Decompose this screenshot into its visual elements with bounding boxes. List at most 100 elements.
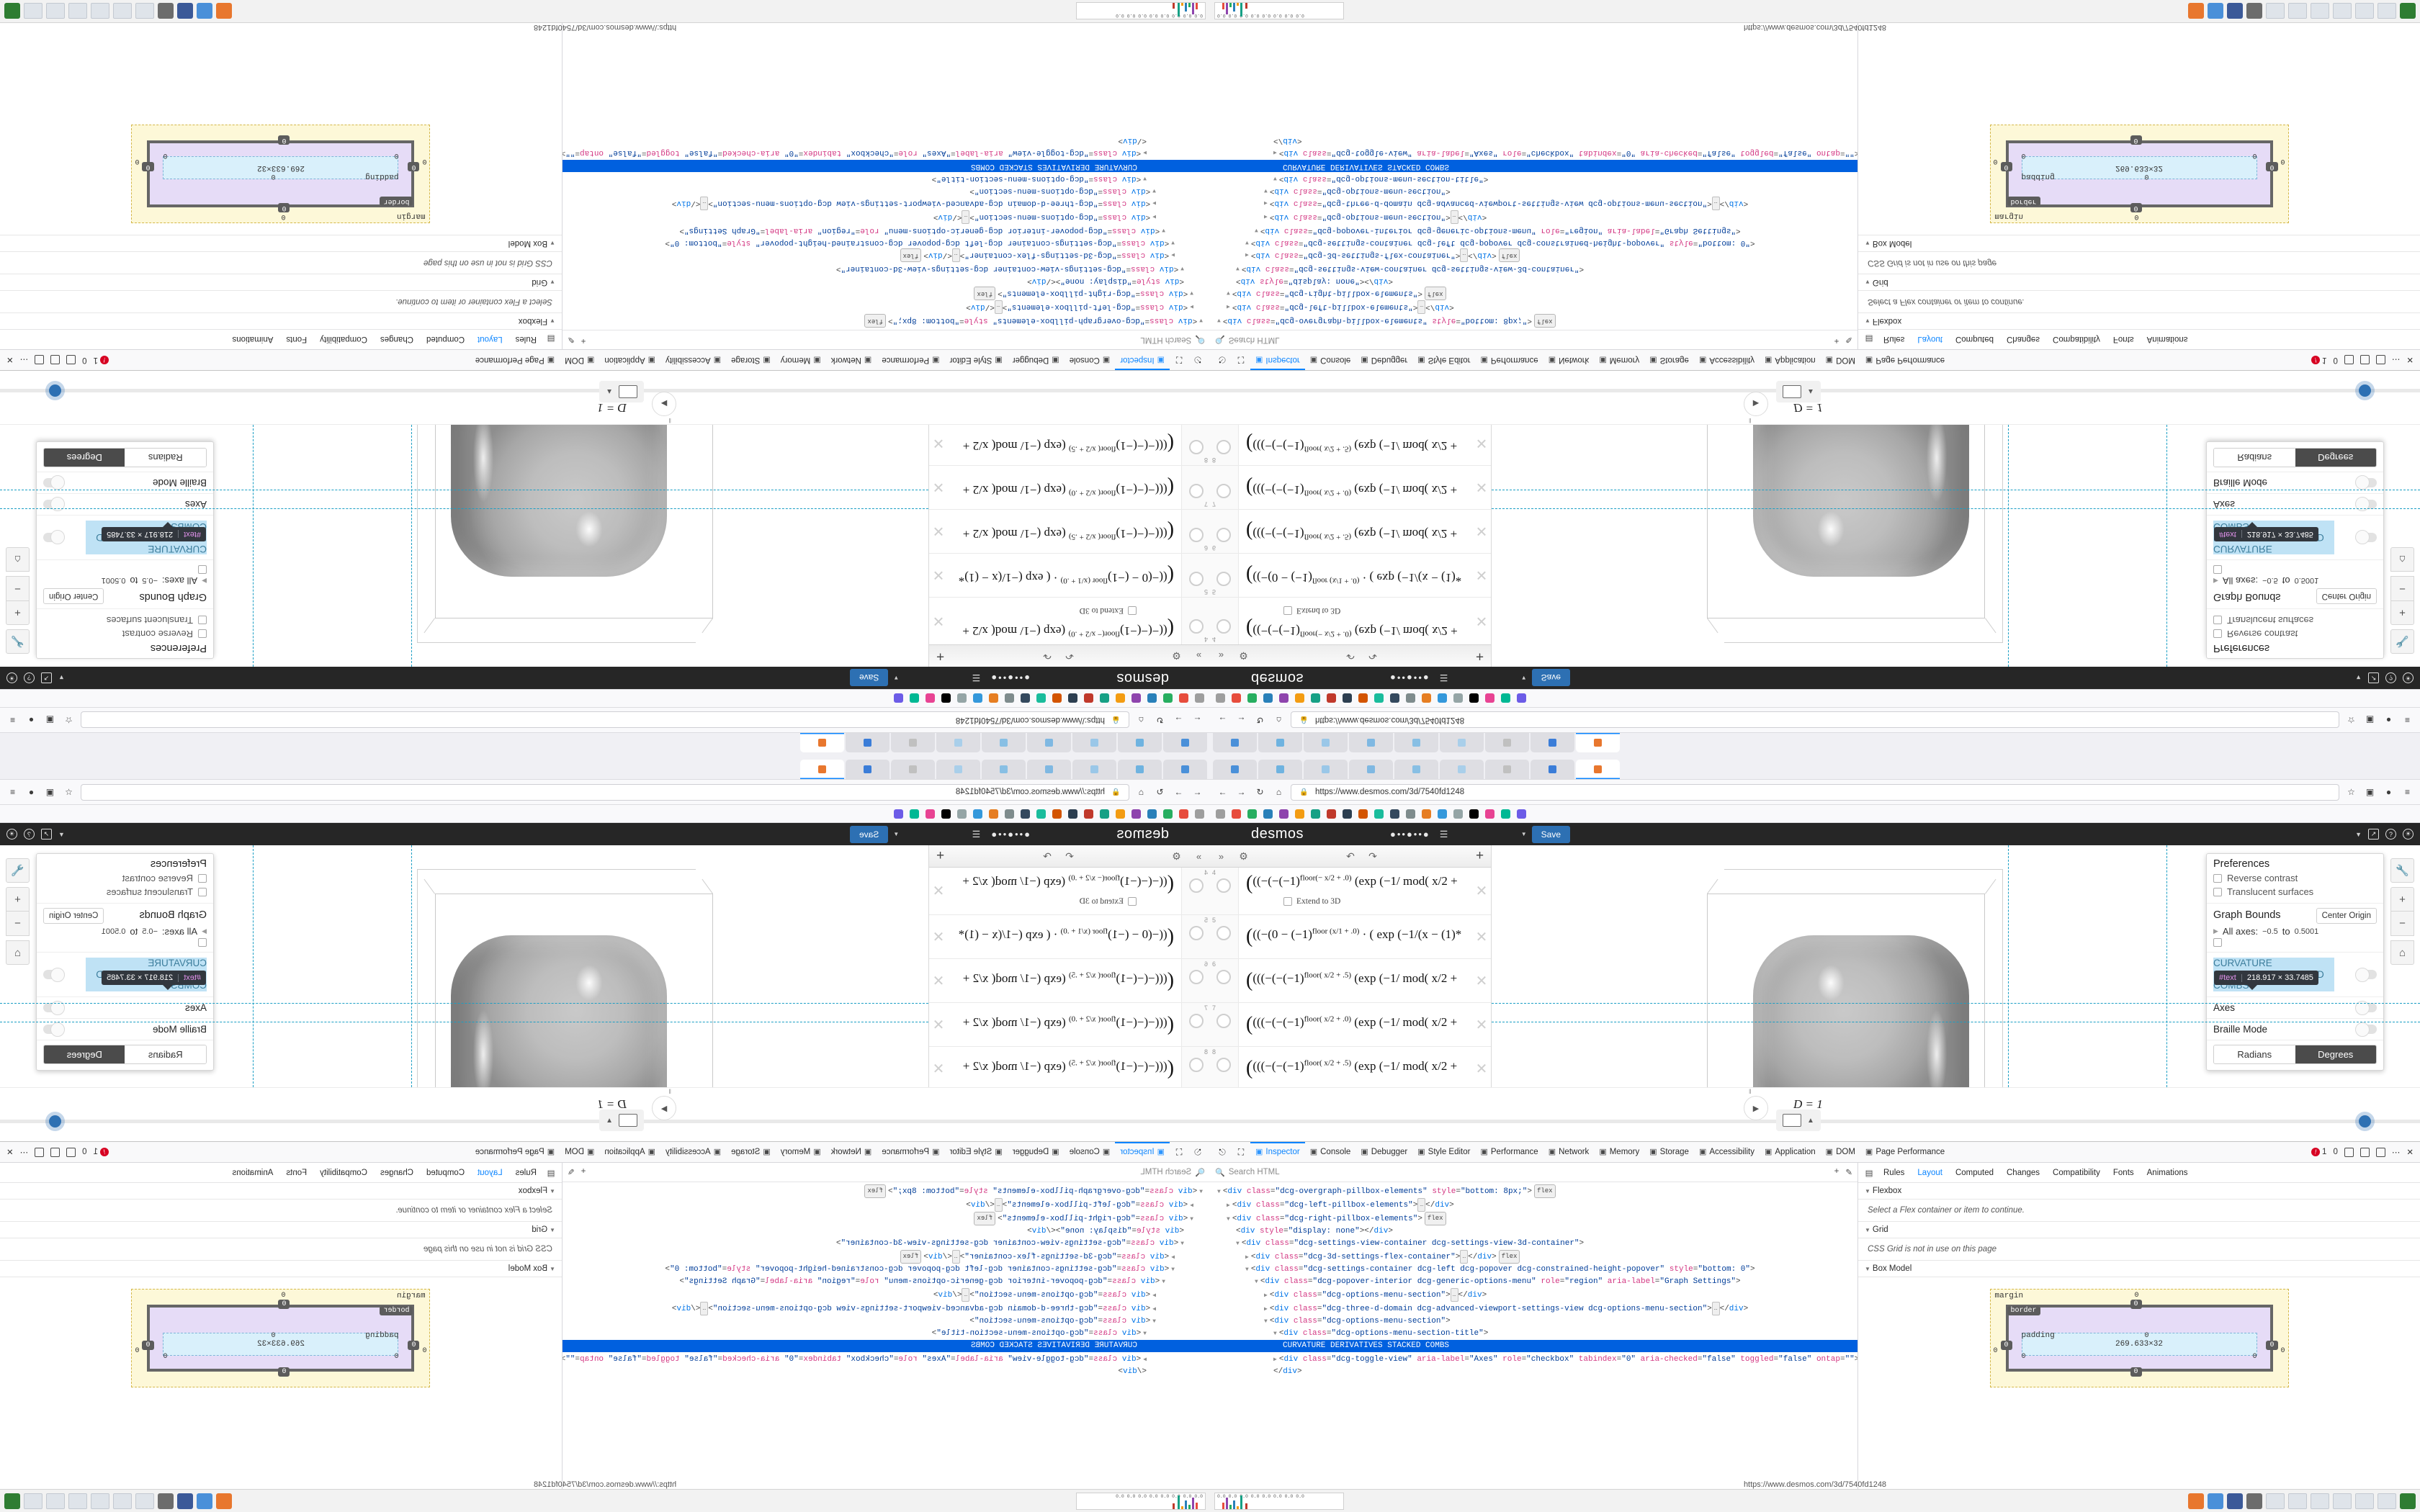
devtools-toolbar-right[interactable]: ! 1 0 ⋯ ✕	[0, 1147, 109, 1157]
wrench-icon[interactable]: 🔧	[6, 629, 30, 654]
padding-top-value[interactable]: 0	[271, 1332, 276, 1340]
forward-icon[interactable]: →	[1174, 715, 1183, 725]
caret-up-icon[interactable]: ▲	[606, 387, 613, 396]
graph-settings-popover[interactable]: Preferences Reverse contrast Translucent…	[2206, 853, 2384, 1071]
devtools-tab-page-performance[interactable]: ▣ Page Performance	[470, 1142, 560, 1163]
toggle-switch[interactable]	[43, 478, 65, 488]
devtools-tab-memory[interactable]: ▣ Memory	[1594, 1142, 1644, 1163]
devtools-tab-dom[interactable]: ▣ DOM	[560, 1142, 599, 1163]
save-button[interactable]: Save	[1531, 669, 1570, 687]
browser-tab[interactable]	[1531, 760, 1574, 779]
keyboard-icon[interactable]	[619, 385, 637, 398]
bookmark-item[interactable]	[1327, 693, 1336, 703]
box-content[interactable]: 269.633×32	[2021, 156, 2257, 179]
responsive-mode-icon[interactable]: ⛶	[1175, 355, 1183, 366]
caret-down-icon[interactable]: ▼	[1520, 831, 1527, 837]
chevron-down-icon[interactable]: ▼	[550, 240, 555, 246]
home-icon[interactable]: ⌂	[1138, 715, 1144, 725]
expression-toolbar[interactable]: » ⚙ ↶ ↷ +	[1210, 644, 1491, 667]
browser-tab[interactable]	[846, 760, 889, 779]
keyboard-popup[interactable]: ▲	[599, 1110, 644, 1131]
dock-side-icon[interactable]	[2360, 1147, 2370, 1157]
taskbar-window-button[interactable]	[135, 3, 154, 19]
delete-expression-icon[interactable]: ✕	[932, 567, 945, 583]
dom-tree[interactable]: ▼<div class="dcg-overgraph-pillbox-eleme…	[562, 1182, 1210, 1378]
bookmark-item[interactable]	[1358, 693, 1368, 703]
expression-math[interactable]: (((−(−(−1)floor(− x/2 + .0) (exp (−1/ mo…	[948, 598, 1181, 644]
rules-tab-animations[interactable]: Animations	[2146, 335, 2188, 344]
redo-icon[interactable]: ↷	[1043, 650, 1052, 662]
chevron-down-icon[interactable]: ▼	[1865, 318, 1870, 324]
expression-color-dot[interactable]	[1216, 926, 1231, 940]
dom-node[interactable]: ▼<div class="dcg-right-pillbox-elements"…	[1210, 1212, 1857, 1225]
bookmark-item[interactable]	[1311, 809, 1320, 819]
add-node-icon[interactable]: +	[581, 336, 586, 345]
dock-separate-icon[interactable]	[2375, 355, 2385, 365]
rules-tab-compatibility[interactable]: Compatibility	[320, 335, 367, 344]
keyboard-popup[interactable]: ▲	[599, 381, 644, 402]
radians-option[interactable]: Radians	[125, 449, 206, 467]
expression-row[interactable]: 6 ((((−(−(−1)floor( x/2 + .5) (exp (−1/ m…	[1210, 959, 1491, 1003]
caret-down-icon[interactable]: ▼	[893, 675, 900, 681]
caret-up-icon[interactable]: ▲	[1807, 1116, 1814, 1125]
help-icon[interactable]: ?	[2385, 672, 2396, 683]
browser-tab[interactable]	[1118, 760, 1162, 779]
wrench-icon[interactable]: 🔧	[2390, 858, 2414, 883]
expression-row[interactable]: 8 ((((−(−(−1)floor( x/2 + .5) (exp (−1/ m…	[929, 1047, 1210, 1091]
checkbox-icon[interactable]	[1283, 897, 1292, 906]
language-icon[interactable]: ☀	[2403, 672, 2414, 683]
angle-units-segmented[interactable]: Radians Degrees	[2213, 448, 2377, 468]
devtools-tab-storage[interactable]: ▣ Storage	[726, 350, 776, 371]
dom-node[interactable]: ▶<div class="dcg-left-pillbox-elements">…	[563, 300, 1210, 314]
devtools-tab-application[interactable]: ▣ Application	[599, 350, 660, 371]
devtools-tabbar[interactable]: ⎋ ⛶ ▣ Inspector ▣ Console ▣ Debugger ▣ Style Ed…	[1210, 349, 2420, 370]
dom-node[interactable]: ▶<div class="dcg-options-menu-section">……	[563, 210, 1210, 224]
delete-expression-icon[interactable]: ✕	[1475, 435, 1488, 451]
taskbar-app-icon[interactable]	[197, 1493, 212, 1509]
graph-controls[interactable]: 🔧 + − ⌂	[2390, 547, 2414, 654]
bookmark-item[interactable]	[1358, 809, 1368, 819]
toggle-switch[interactable]	[43, 533, 65, 543]
browser-tab-active[interactable]	[1576, 733, 1620, 752]
delete-expression-icon[interactable]: ✕	[1475, 1061, 1488, 1077]
taskbar-app-icon[interactable]	[2188, 1493, 2204, 1509]
devtools-tab-performance[interactable]: ▣ Performance	[877, 1142, 944, 1163]
dock-bottom-icon[interactable]	[66, 1147, 76, 1157]
zoom-out-button[interactable]: −	[2390, 912, 2414, 936]
rules-tab-rules[interactable]: Rules	[515, 1168, 537, 1177]
axes-min-value[interactable]: −0.5	[142, 576, 158, 585]
expression-index-cell[interactable]: 6	[1210, 959, 1239, 1002]
chevron-right-icon[interactable]: ▶	[2213, 927, 2218, 935]
expression-math[interactable]: (((−(0 − (−1)floor (x/1 + .0) · ( exp (−…	[1246, 925, 1462, 948]
delete-expression-icon[interactable]: ✕	[1475, 1017, 1488, 1033]
extensions-icon[interactable]: ▣	[45, 787, 55, 797]
bookmark-item[interactable]	[1147, 809, 1157, 819]
browser-tab[interactable]	[1163, 760, 1207, 779]
dom-node[interactable]: <div style="display: none"></div>	[1236, 1227, 1393, 1236]
devtools-tab-debugger[interactable]: ▣ Debugger	[1008, 350, 1065, 371]
bookmark-item[interactable]	[1005, 809, 1014, 819]
dock-side-icon[interactable]	[2360, 355, 2370, 365]
extend-to-3d-row[interactable]: Extend to 3D	[955, 602, 1174, 617]
margin-right-value[interactable]: 0	[2280, 157, 2285, 165]
bookmark-item[interactable]	[1327, 809, 1336, 819]
eyedropper-icon[interactable]: ✎	[568, 1169, 575, 1177]
bookmark-item[interactable]	[957, 693, 967, 703]
expression-color-dot[interactable]	[1189, 619, 1204, 634]
devtools-tab-network[interactable]: ▣ Network	[1543, 350, 1595, 371]
devtools-tab-inspector[interactable]: ▣ Inspector	[1250, 1142, 1305, 1163]
rules-tab-layout[interactable]: Layout	[478, 1168, 503, 1177]
translucent-surfaces-row[interactable]: Translucent surfaces	[2213, 885, 2377, 899]
dom-tree[interactable]: ▼<div class="dcg-overgraph-pillbox-eleme…	[1210, 1182, 1857, 1378]
devtools-tab-memory[interactable]: ▣ Memory	[776, 1142, 826, 1163]
border-left-value[interactable]: 0	[408, 1341, 420, 1350]
add-node-icon[interactable]: +	[581, 1167, 586, 1176]
taskbar-app-icon[interactable]	[158, 1493, 174, 1509]
bookmark-item[interactable]	[1422, 809, 1431, 819]
bookmark-item[interactable]	[1232, 693, 1241, 703]
browser-tab[interactable]	[1027, 733, 1071, 752]
os-taskbar[interactable]: 0.0 0.0 0.0 0.0 0.0 0.0 0.0 0.0	[0, 1489, 1210, 1512]
browser-tab[interactable]	[1440, 760, 1484, 779]
add-expression-icon[interactable]: +	[936, 649, 945, 664]
bookmark-item[interactable]	[1453, 693, 1463, 703]
